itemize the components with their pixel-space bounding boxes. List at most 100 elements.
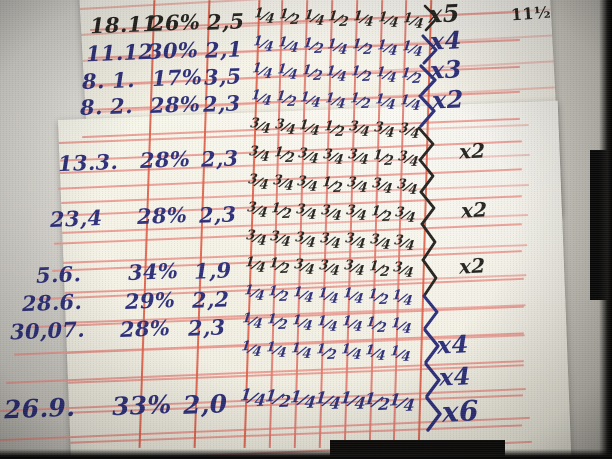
fraction-cell: 1/4 — [251, 60, 274, 83]
row-percent: 28% — [149, 91, 201, 118]
fraction-cell: 1/4 — [253, 5, 276, 28]
row-date: 13.3. — [57, 148, 119, 177]
fraction-cell: 1/4 — [314, 387, 342, 413]
row-percent: 33% — [111, 389, 172, 422]
row-date: 11.12 — [85, 38, 154, 67]
fraction-cell: 1/4 — [303, 7, 325, 29]
row-value: 2,3 — [187, 314, 226, 341]
row-multiplier: x2 — [458, 253, 486, 279]
fraction-cell: 1/2 — [372, 148, 395, 170]
fraction-cell: 3/4 — [371, 176, 394, 198]
fraction-cell: 1/4 — [391, 288, 414, 310]
fraction-cell: 1/4 — [316, 313, 339, 335]
fraction-cell: 1/4 — [289, 386, 317, 412]
row-percent: 28% — [136, 202, 188, 229]
row-date: 8. 2. — [79, 92, 134, 121]
row-multiplier: x2 — [460, 197, 488, 223]
fraction-cell: 1/2 — [363, 389, 392, 415]
fraction-cell: 1/4 — [325, 63, 348, 85]
fraction-cell: 3/4 — [246, 199, 269, 222]
fraction-cell: 1/2 — [350, 64, 373, 86]
fraction-cell: 1/4 — [244, 254, 266, 277]
fraction-cell: 1/2 — [366, 287, 389, 309]
row-date: 8. 1. — [81, 66, 136, 95]
row-multiplier: x6 — [441, 394, 480, 429]
fraction-cell: 1/4 — [239, 385, 268, 410]
fraction-cell: 1/4 — [240, 338, 263, 361]
fraction-cell: 1/4 — [399, 93, 422, 115]
fraction-cell: 3/4 — [346, 175, 369, 197]
fraction-cell: 1/2 — [275, 88, 298, 110]
row-percent: 28% — [139, 146, 191, 173]
fraction-cell: 3/4 — [345, 203, 368, 225]
row-value: 2,2 — [191, 286, 230, 313]
fraction-cell: 3/4 — [293, 256, 316, 278]
fraction-cell: 3/4 — [369, 232, 391, 254]
fraction-cell: 1/4 — [276, 61, 299, 83]
fraction-cell: 1/4 — [252, 33, 275, 56]
fraction-cell: 1/4 — [326, 36, 349, 58]
fraction-cell: 1/4 — [375, 65, 398, 87]
fraction-cell: 1/4 — [299, 89, 322, 111]
fraction-cell: 1/2 — [273, 144, 295, 166]
fraction-cell: 1/2 — [400, 66, 423, 88]
fraction-cell: 1/2 — [267, 283, 290, 305]
fraction-cell: 3/4 — [348, 119, 371, 141]
fraction-cell: 1/2 — [368, 259, 390, 281]
fraction-cell: 1/4 — [374, 92, 397, 114]
row-multiplier: x4 — [429, 25, 463, 56]
row-value: 2,5 — [206, 8, 245, 35]
fraction-cell: 1/2 — [349, 91, 372, 113]
fraction-cell: 1/4 — [401, 39, 424, 61]
fraction-cell: 1/4 — [388, 390, 417, 416]
fraction-cell: 1/4 — [317, 285, 340, 307]
photo-edge-right — [599, 0, 612, 459]
fraction-cell: 1/4 — [389, 344, 412, 366]
fraction-cell: 1/4 — [352, 9, 375, 31]
fraction-cell: 1/4 — [242, 282, 265, 305]
fraction-cell: 1/4 — [291, 312, 314, 334]
fraction-cell: 3/4 — [319, 230, 342, 252]
fraction-cell: 3/4 — [392, 260, 415, 282]
fraction-cell: 3/4 — [274, 116, 296, 138]
fraction-cell: 3/4 — [373, 120, 396, 142]
fraction-cell: 1/2 — [370, 204, 393, 226]
photo-edge-bottom — [0, 449, 612, 459]
row-value: 3,5 — [203, 63, 242, 90]
row-date: 23,4 — [49, 205, 103, 232]
fraction-cell: 1/4 — [340, 342, 362, 364]
fraction-cell: 1/2 — [351, 37, 374, 59]
row-multiplier: x4 — [438, 361, 472, 392]
fraction-cell: 3/4 — [393, 233, 416, 255]
fraction-cell: 3/4 — [320, 202, 343, 224]
fraction-cell: 1/2 — [270, 200, 293, 222]
row-percent: 28% — [119, 315, 171, 342]
fraction-cell: 1/4 — [298, 117, 321, 139]
fraction-cell: 1/4 — [402, 11, 425, 33]
fraction-cell: 3/4 — [395, 177, 418, 199]
row-date: 30,07. — [9, 316, 86, 345]
fraction-cell: 3/4 — [269, 228, 292, 250]
row-percent: 29% — [124, 287, 176, 314]
row-value: 1,9 — [193, 257, 232, 284]
fraction-cell: 1/4 — [342, 286, 365, 308]
fraction-cell: 3/4 — [295, 201, 318, 223]
fraction-cell: 3/4 — [296, 173, 319, 195]
row-value: 2,3 — [200, 145, 239, 172]
fraction-cell: 1/4 — [250, 87, 273, 110]
fraction-cell: 1/2 — [323, 118, 346, 140]
fraction-cell: 1/2 — [300, 62, 323, 84]
row-multiplier: x3 — [429, 54, 463, 85]
fraction-cell: 1/2 — [302, 35, 324, 57]
top-note: 11½ — [510, 2, 552, 25]
row-date: 26.9. — [3, 392, 76, 425]
fraction-cell: 1/4 — [265, 339, 288, 361]
fraction-cell: 1/2 — [315, 341, 338, 363]
row-date: 28.6. — [21, 288, 83, 317]
fraction-cell: 1/4 — [290, 340, 313, 362]
row-multiplier: x4 — [436, 329, 470, 360]
fraction-cell: 3/4 — [245, 227, 267, 250]
row-date: 5.6. — [35, 261, 82, 288]
row-percent: 17% — [151, 64, 203, 91]
